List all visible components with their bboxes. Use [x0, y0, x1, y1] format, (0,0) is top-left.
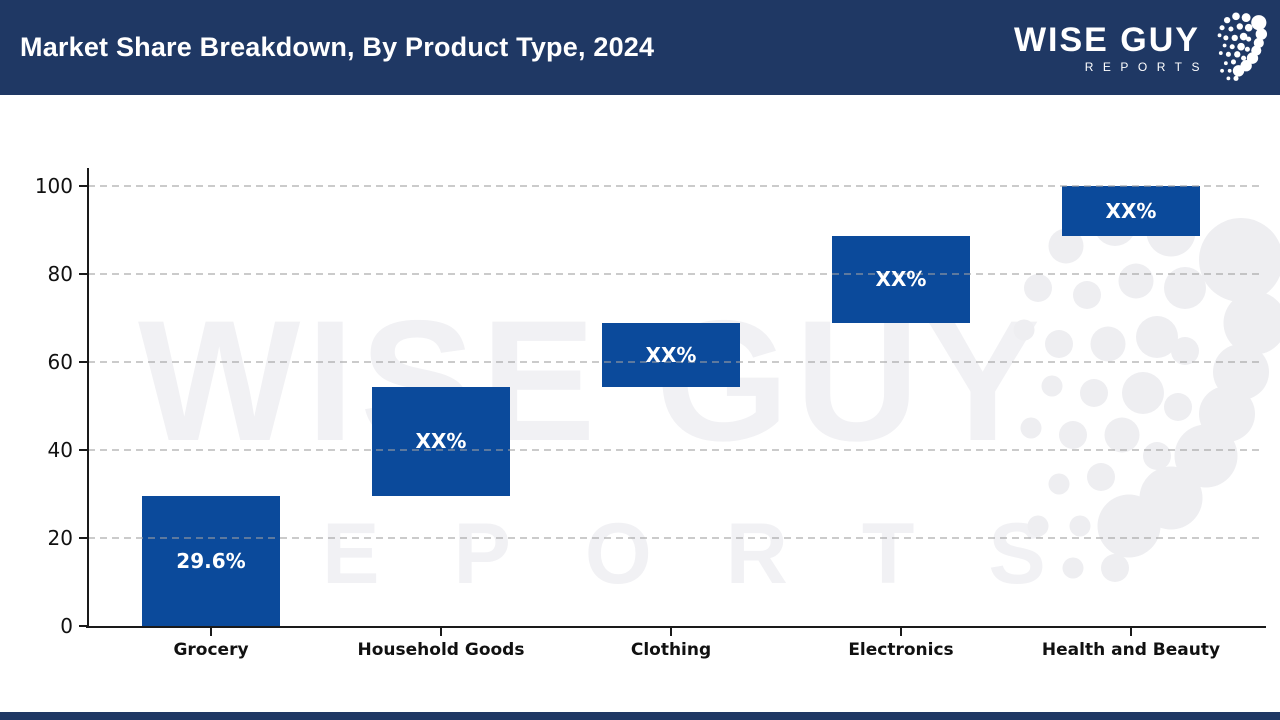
x-tick-label-0: Grocery — [173, 640, 249, 660]
y-tick-100 — [79, 184, 87, 187]
watermark-subtitle: REPORTS — [186, 506, 1120, 602]
x-tick-3 — [900, 628, 902, 636]
gridline-60 — [88, 360, 1264, 363]
bar-value-label: XX% — [645, 342, 697, 367]
bar-electronics — [832, 235, 970, 323]
wiseguy-logo: WISE GUY REPORTS — [1014, 6, 1268, 90]
x-tick-label-4: Health and Beauty — [1041, 640, 1221, 660]
y-tick-40 — [79, 448, 87, 451]
y-tick-label-0: 0 — [60, 614, 73, 638]
bar-value-label: XX% — [1105, 198, 1157, 223]
y-tick-20 — [79, 536, 87, 539]
logo-subtitle: REPORTS — [1084, 60, 1209, 74]
bar-health-and-beauty — [1062, 185, 1200, 236]
bar-household-goods — [372, 386, 510, 496]
bar-value-label: 29.6% — [176, 548, 246, 573]
x-axis-line — [86, 626, 1266, 628]
wiseguy-logo-text: WISE GUY REPORTS — [1014, 23, 1200, 73]
x-tick-2 — [670, 628, 672, 636]
bar-value-label: XX% — [875, 267, 927, 292]
x-tick-label-1: Household Goods — [357, 640, 525, 660]
y-tick-label-100: 100 — [34, 173, 73, 198]
wiseguy-head-icon — [1204, 10, 1268, 86]
x-tick-4 — [1130, 628, 1132, 636]
y-tick-label-40: 40 — [47, 437, 73, 462]
y-tick-label-60: 60 — [47, 349, 73, 374]
y-tick-label-20: 20 — [47, 525, 73, 550]
x-tick-0 — [210, 628, 212, 636]
logo-wordmark: WISE GUY — [1013, 21, 1200, 59]
gridline-40 — [88, 448, 1264, 451]
x-tick-label-3: Electronics — [848, 640, 954, 660]
x-tick-1 — [440, 628, 442, 636]
header-bar: Market Share Breakdown, By Product Type,… — [0, 0, 1280, 95]
gridline-80 — [88, 272, 1264, 275]
footer-bar — [0, 712, 1280, 720]
y-tick-0 — [79, 625, 87, 627]
page-title: Market Share Breakdown, By Product Type,… — [20, 32, 655, 62]
bar-clothing — [602, 322, 740, 387]
y-tick-label-80: 80 — [47, 261, 73, 286]
gridline-100 — [88, 184, 1264, 187]
y-axis-line — [87, 168, 89, 628]
y-tick-80 — [79, 272, 87, 275]
bar-value-label: XX% — [415, 429, 467, 454]
gridline-20 — [88, 536, 1264, 539]
x-tick-label-2: Clothing — [630, 640, 712, 660]
y-tick-60 — [79, 360, 87, 363]
bar-grocery — [142, 495, 280, 626]
